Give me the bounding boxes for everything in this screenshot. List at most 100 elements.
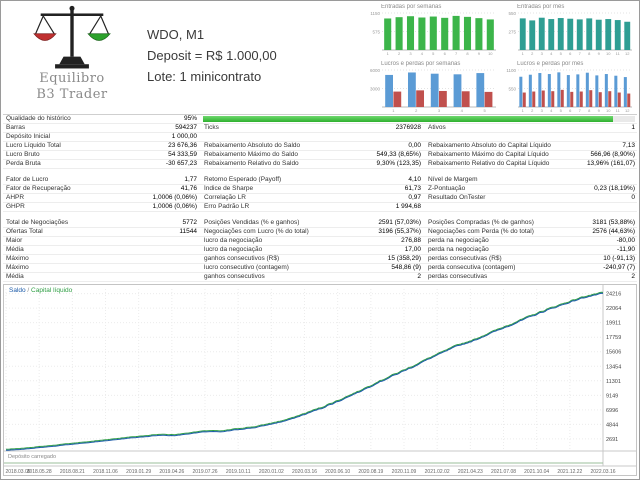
entries-weeks-plot: 575 1150 1 2 3 4 5 6 7 8 9 10 <box>370 11 496 56</box>
capital-line <box>5 291 604 450</box>
stat-value: 1 994,68 <box>395 203 421 210</box>
equity-chart: Saldo / Capital líquido 2018.03.09 2018.0… <box>3 284 637 476</box>
stat-label: Total de Negociações <box>6 219 69 226</box>
stat-label: Qualidade do histórico <box>6 115 71 122</box>
svg-text:17759: 17759 <box>606 335 621 341</box>
stat-label: Lucro Bruto <box>6 151 40 158</box>
stat-value: 2 <box>631 273 635 280</box>
svg-text:2: 2 <box>415 108 418 113</box>
svg-text:2: 2 <box>531 51 534 56</box>
stats-row: Fator de Lucro 1,77 Retorno Esperado (Payo… <box>3 176 637 185</box>
stat-value: 3196 (55,37%) <box>378 228 421 235</box>
svg-text:12: 12 <box>625 51 630 56</box>
stat-value: 0,23 (18,19%) <box>594 185 635 192</box>
mini-chart-pl-weeks: Lucros e perdas por semanas 3000 6000 1 2 3 4 5 <box>368 61 498 114</box>
svg-text:5: 5 <box>483 108 486 113</box>
svg-text:2020.01.02: 2020.01.02 <box>259 469 284 475</box>
stats-row: Máximo lucro consecutivo (contagem) 548,86… <box>3 264 637 273</box>
svg-text:2: 2 <box>531 108 534 113</box>
stat-value: 4,10 <box>408 176 421 183</box>
svg-text:2021.10.04: 2021.10.04 <box>524 469 549 475</box>
svg-text:2021.12.22: 2021.12.22 <box>557 469 582 475</box>
svg-text:6: 6 <box>444 51 447 56</box>
stat-value: 17,00 <box>404 246 421 253</box>
logo: Equilibro B3 Trader <box>11 5 133 102</box>
stat-label: perda na negociação <box>428 237 489 244</box>
history-quality-row: Qualidade do histórico 95% <box>3 115 637 124</box>
stats-row: Total de Negociações 5772 Posições Vendida… <box>3 219 637 228</box>
svg-text:2020.06.10: 2020.06.10 <box>325 469 350 475</box>
stat-value: 2 <box>417 273 421 280</box>
stat-label: Correlação LR <box>204 194 246 201</box>
stat-label: Rebaixamento Relativo do Saldo <box>204 160 299 167</box>
svg-text:2018.05.28: 2018.05.28 <box>27 469 52 475</box>
svg-text:6: 6 <box>569 51 572 56</box>
stats-row: Lucro Líquido Total 23 676,36 Rebaixamento… <box>3 142 637 151</box>
logo-line-2: B3 Trader <box>36 86 108 102</box>
svg-text:10: 10 <box>488 51 493 56</box>
stats-row: AHPR 1,0006 (0,06%) Correlação LR 0,97 Resul… <box>3 194 637 203</box>
svg-text:2020.08.19: 2020.08.19 <box>358 469 383 475</box>
svg-text:2691: 2691 <box>606 437 618 443</box>
svg-text:2021.04.23: 2021.04.23 <box>458 469 483 475</box>
mini-chart-title: Lucros e perdas por semanas <box>381 61 461 67</box>
svg-text:3: 3 <box>541 51 544 56</box>
stat-label: Negociações com Lucro (% do total) <box>204 228 309 235</box>
svg-text:4: 4 <box>550 51 553 56</box>
stat-label: Média <box>6 246 24 253</box>
stats-row: Barras 594237 Ticks 2376928 Ativos 1 <box>3 124 637 133</box>
stats-row: Ofertas Total 11544 Negociações com Lucro … <box>3 228 637 237</box>
svg-text:4: 4 <box>461 108 464 113</box>
svg-text:550: 550 <box>508 86 516 91</box>
stat-value: 15 (358,29) <box>387 255 421 262</box>
stat-label: Ativos <box>428 124 446 131</box>
stat-value: 0,00 <box>408 142 421 149</box>
history-quality-fill <box>203 116 614 122</box>
svg-text:2019.04.26: 2019.04.26 <box>159 469 184 475</box>
stat-value: 54 333,59 <box>168 151 197 158</box>
svg-text:6996: 6996 <box>606 408 618 414</box>
stat-label: perdas consecutivas (R$) <box>428 255 502 262</box>
stat-value: 11544 <box>179 228 197 235</box>
equity-chart-legend: Saldo / Capital líquido <box>9 287 72 294</box>
logo-text: Equilibro B3 Trader <box>11 71 133 102</box>
svg-text:2020.11.09: 2020.11.09 <box>392 469 417 475</box>
stat-label: Fator de Recuperação <box>6 185 71 192</box>
svg-text:8: 8 <box>588 51 591 56</box>
svg-text:1: 1 <box>387 51 390 56</box>
stat-label: perda consecutiva (contagem) <box>428 264 516 271</box>
svg-text:15606: 15606 <box>606 350 621 356</box>
stat-value: 0,97 <box>408 194 421 201</box>
mini-chart-pl-months: Lucros e perdas por mês 550 1100 1 2 3 4 5 6 7 8 9 1… <box>504 61 634 114</box>
stats-rows: Barras 594237 Ticks 2376928 Ativos 1 Depósito … <box>3 124 637 282</box>
svg-text:5: 5 <box>560 108 563 113</box>
stat-label: Erro Padrão LR <box>204 203 250 210</box>
stat-value: 549,33 (8,65%) <box>376 151 421 158</box>
svg-text:275: 275 <box>508 29 516 34</box>
stat-value: 95% <box>183 115 197 122</box>
stat-value: 1,0006 (0,06%) <box>152 203 197 210</box>
svg-text:6: 6 <box>569 108 572 113</box>
stats-row: Lucro Bruto 54 333,59 Rebaixamento Máximo … <box>3 151 637 160</box>
svg-text:11301: 11301 <box>606 379 621 385</box>
stat-value: 1,0006 (0,06%) <box>152 194 197 201</box>
history-quality-bar-cell <box>201 116 639 122</box>
stats-row: Fator de Recuperação 41,76 Índice de Sharp… <box>3 185 637 194</box>
svg-text:1100: 1100 <box>506 68 516 73</box>
stat-label: Máximo <box>6 255 29 262</box>
svg-text:8: 8 <box>466 51 469 56</box>
stat-label: Média <box>6 273 24 280</box>
svg-text:5: 5 <box>432 51 435 56</box>
stat-label: Maior <box>6 237 23 244</box>
svg-text:7: 7 <box>455 51 458 56</box>
svg-text:2019.01.29: 2019.01.29 <box>126 469 151 475</box>
stats-row: Média lucro da negociação 17,00 perda na ne… <box>3 246 637 255</box>
stat-value: 13,96% (161,07) <box>586 160 635 167</box>
stat-value: 566,96 (8,90%) <box>590 151 635 158</box>
symbol-period: WDO, M1 <box>147 27 205 42</box>
svg-text:2021.07.08: 2021.07.08 <box>491 469 516 475</box>
svg-text:2018.11.06: 2018.11.06 <box>93 469 118 475</box>
svg-text:24216: 24216 <box>606 292 621 298</box>
